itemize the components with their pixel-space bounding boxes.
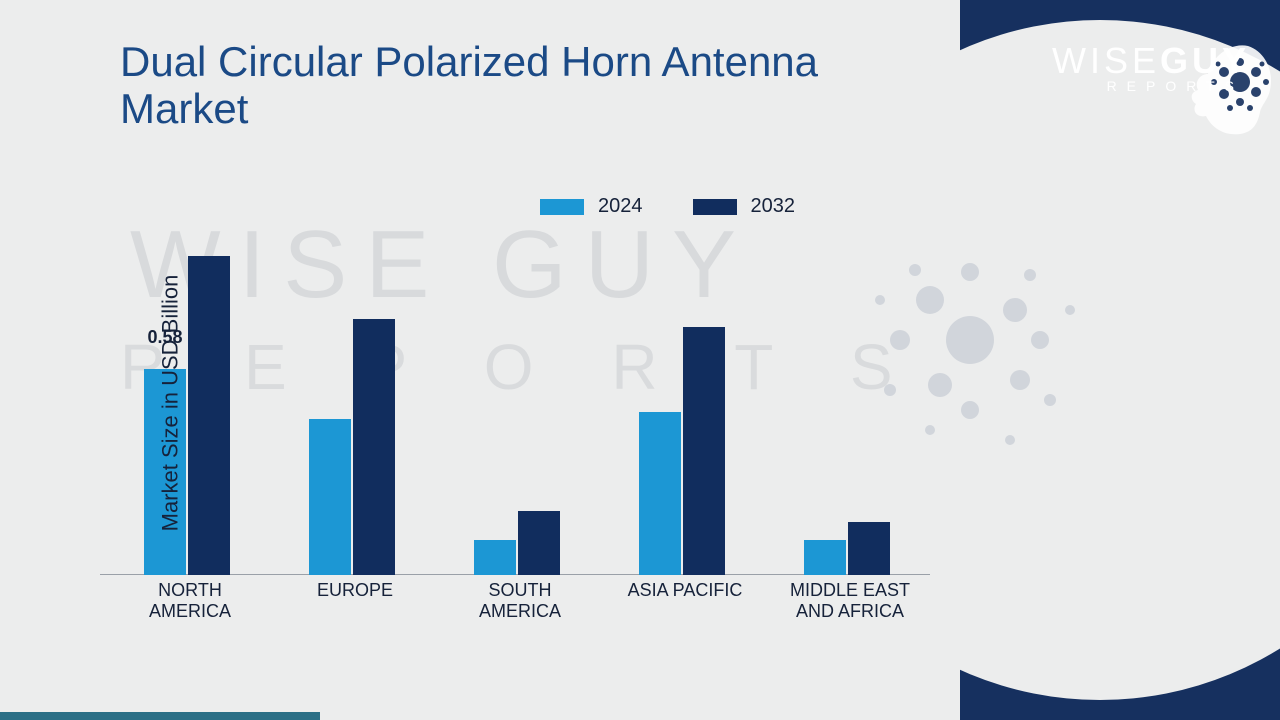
footer-accent-bar: [0, 712, 320, 720]
y-axis-label: Market Size in USD Billion: [157, 275, 183, 532]
legend: 2024 2032: [540, 195, 795, 218]
bar-series-b: [188, 256, 230, 576]
category-label: ASIA PACIFIC: [620, 580, 750, 601]
category-label: NORTH AMERICA: [125, 580, 255, 622]
legend-swatch-a: [540, 199, 584, 215]
category-label: EUROPE: [290, 580, 420, 601]
legend-item-2024: 2024: [540, 195, 643, 218]
bar-series-b: [518, 511, 560, 575]
legend-item-2032: 2032: [693, 195, 796, 218]
legend-label-a: 2024: [598, 195, 643, 218]
logo-text-bold: GUY: [1160, 40, 1250, 81]
bar-series-a: [804, 540, 846, 576]
logo-main-text: WISEGUY: [1052, 40, 1250, 82]
legend-label-b: 2032: [751, 195, 796, 218]
bar-series-a: [474, 540, 516, 576]
bar-series-b: [353, 319, 395, 575]
bar-series-a: [309, 419, 351, 575]
bar-series-b: [848, 522, 890, 575]
legend-swatch-b: [693, 199, 737, 215]
chart-title: Dual Circular Polarized Horn Antenna Mar…: [120, 38, 820, 132]
bar-chart: 0.58: [100, 220, 930, 575]
bar-series-a: [639, 412, 681, 575]
report-slide: WISE GUY R E P O R T S Dual Circular Pol…: [0, 0, 1280, 720]
logo-text-thin: WISE: [1052, 40, 1160, 81]
category-label: MIDDLE EAST AND AFRICA: [785, 580, 915, 622]
brand-logo: WISEGUY REPORTS: [1052, 40, 1250, 94]
bar-series-b: [683, 327, 725, 576]
category-label: SOUTH AMERICA: [455, 580, 585, 622]
